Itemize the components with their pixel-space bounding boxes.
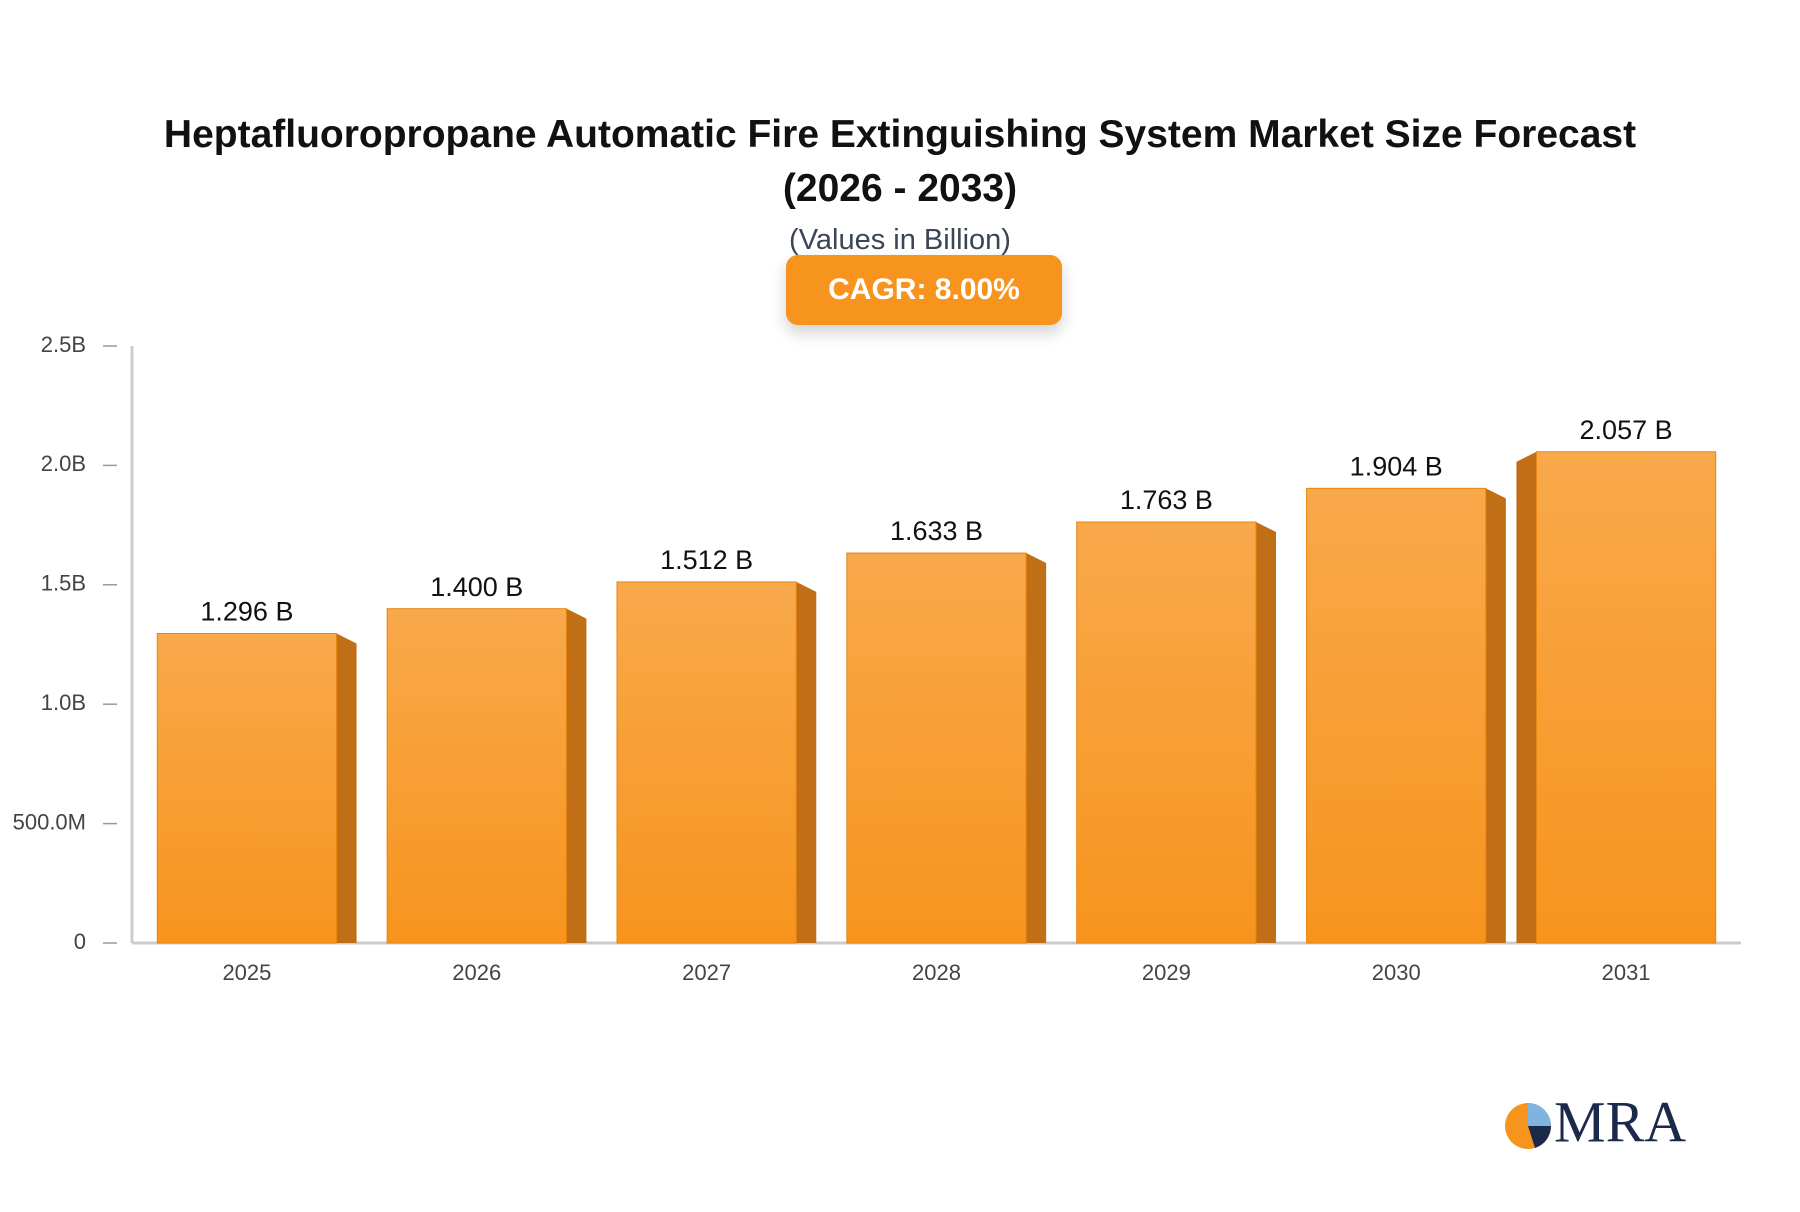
y-tick-label: 2.5B: [41, 332, 86, 357]
y-tick-label: 1.0B: [41, 690, 86, 715]
bar-side: [796, 581, 817, 943]
chart-title: Heptafluoropropane Automatic Fire Exting…: [163, 113, 1637, 210]
x-tick-label: 2027: [682, 960, 731, 985]
bar: [156, 633, 338, 944]
bar: [386, 608, 567, 944]
value-label: 1.904 B: [1350, 451, 1443, 481]
y-tick-label: 2.0B: [41, 451, 86, 476]
x-tick-label: 2031: [1602, 960, 1651, 985]
x-tick-label: 2030: [1372, 960, 1421, 985]
bar-side: [336, 633, 357, 943]
value-label: 1.512 B: [660, 545, 753, 575]
value-label: 1.296 B: [200, 597, 293, 627]
bar-side: [1026, 553, 1047, 943]
logo-text: MRA: [1554, 1089, 1686, 1154]
bar: [1306, 487, 1487, 944]
value-label: 1.400 B: [430, 572, 523, 602]
y-tick-label: 1.5B: [41, 571, 86, 596]
value-label: 1.763 B: [1120, 485, 1213, 515]
bar-side: [1256, 521, 1277, 943]
value-label: 1.633 B: [890, 516, 983, 546]
x-tick-label: 2028: [912, 960, 961, 985]
bar: [1535, 451, 1717, 944]
y-tick-label: 0: [74, 929, 86, 954]
bar-side: [1485, 488, 1506, 943]
bar-side: [566, 608, 587, 943]
bar: [1076, 521, 1257, 944]
y-tick-label: 500.0M: [13, 809, 86, 834]
cagr-badge: CAGR: 8.00%: [786, 255, 1062, 325]
chart-subtitle: (Values in Billion): [789, 224, 1011, 256]
x-tick-label: 2025: [222, 960, 271, 985]
x-tick-label: 2026: [452, 960, 501, 985]
bar: [616, 581, 797, 944]
value-label: 2.057 B: [1580, 415, 1673, 445]
x-tick-label: 2029: [1142, 960, 1191, 985]
bar-side: [1516, 451, 1537, 943]
logo: MRA: [1505, 1089, 1686, 1154]
bar: [846, 552, 1027, 944]
